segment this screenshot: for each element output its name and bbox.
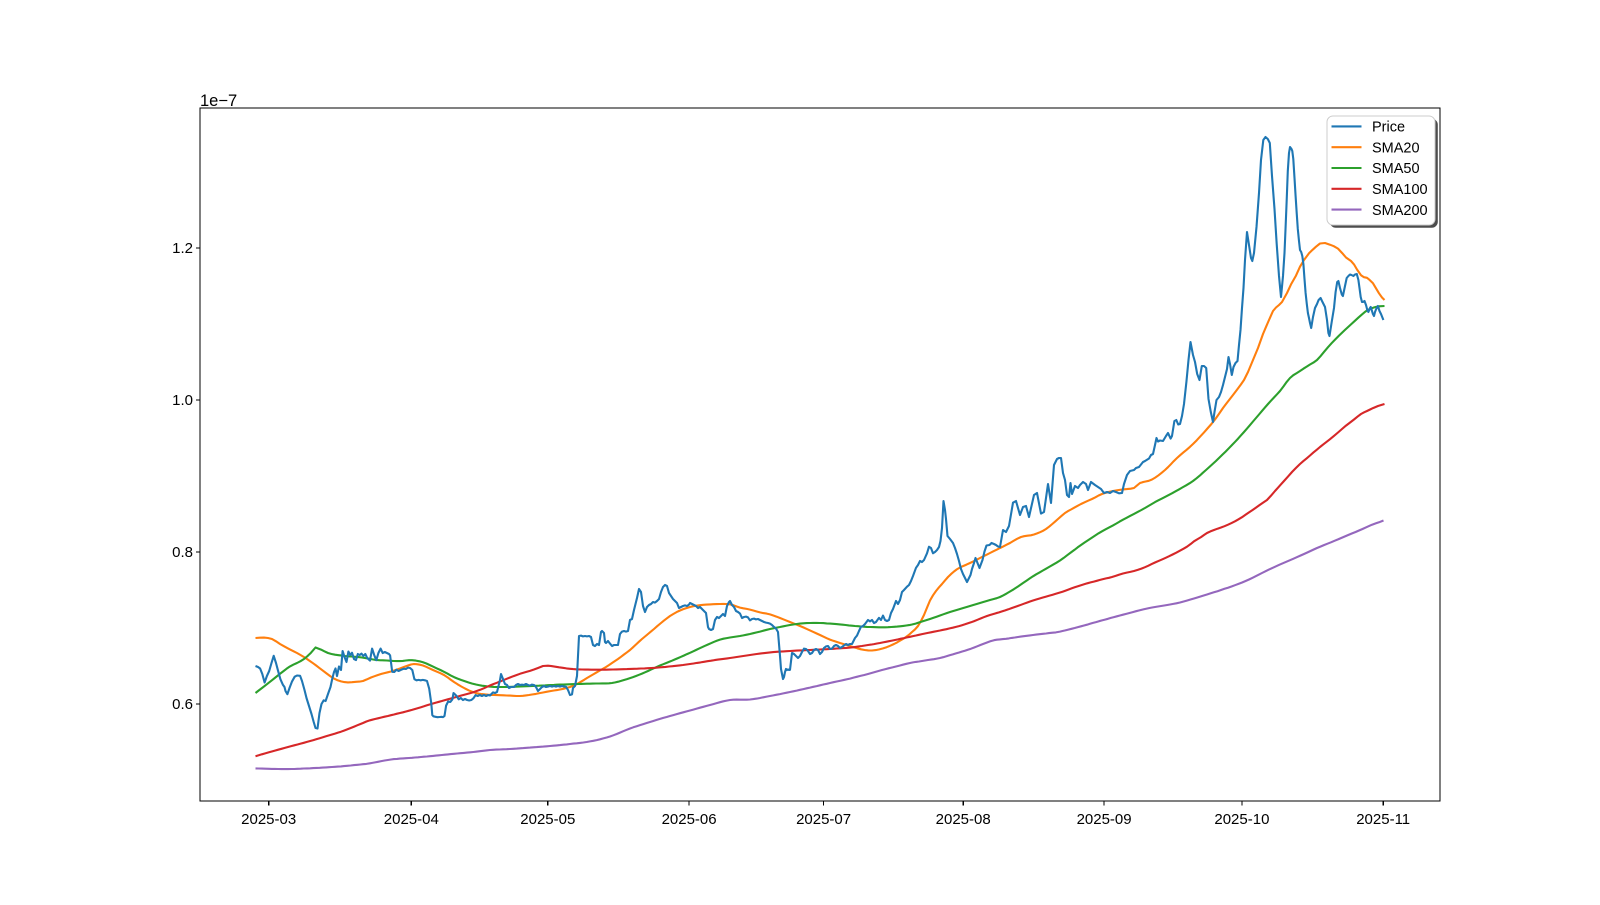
svg-text:2025-09: 2025-09 — [1077, 811, 1132, 828]
svg-text:2025-03: 2025-03 — [241, 811, 296, 828]
svg-text:2025-05: 2025-05 — [520, 811, 575, 828]
svg-text:SMA200: SMA200 — [1372, 203, 1428, 219]
svg-text:0.8: 0.8 — [172, 544, 193, 561]
svg-text:1.2: 1.2 — [172, 240, 193, 257]
svg-text:2025-08: 2025-08 — [936, 811, 991, 828]
svg-text:SMA20: SMA20 — [1372, 140, 1420, 156]
svg-text:Price: Price — [1372, 120, 1405, 136]
svg-text:2025-06: 2025-06 — [662, 811, 717, 828]
svg-text:2025-11: 2025-11 — [1356, 811, 1410, 828]
svg-text:2025-10: 2025-10 — [1214, 811, 1269, 828]
svg-text:2025-04: 2025-04 — [384, 811, 439, 828]
svg-text:1.0: 1.0 — [172, 392, 193, 409]
svg-text:SMA50: SMA50 — [1372, 161, 1420, 177]
svg-text:0.6: 0.6 — [172, 696, 193, 713]
svg-text:2025-07: 2025-07 — [796, 811, 851, 828]
svg-text:1e−7: 1e−7 — [200, 92, 237, 110]
svg-text:SMA100: SMA100 — [1372, 182, 1428, 198]
